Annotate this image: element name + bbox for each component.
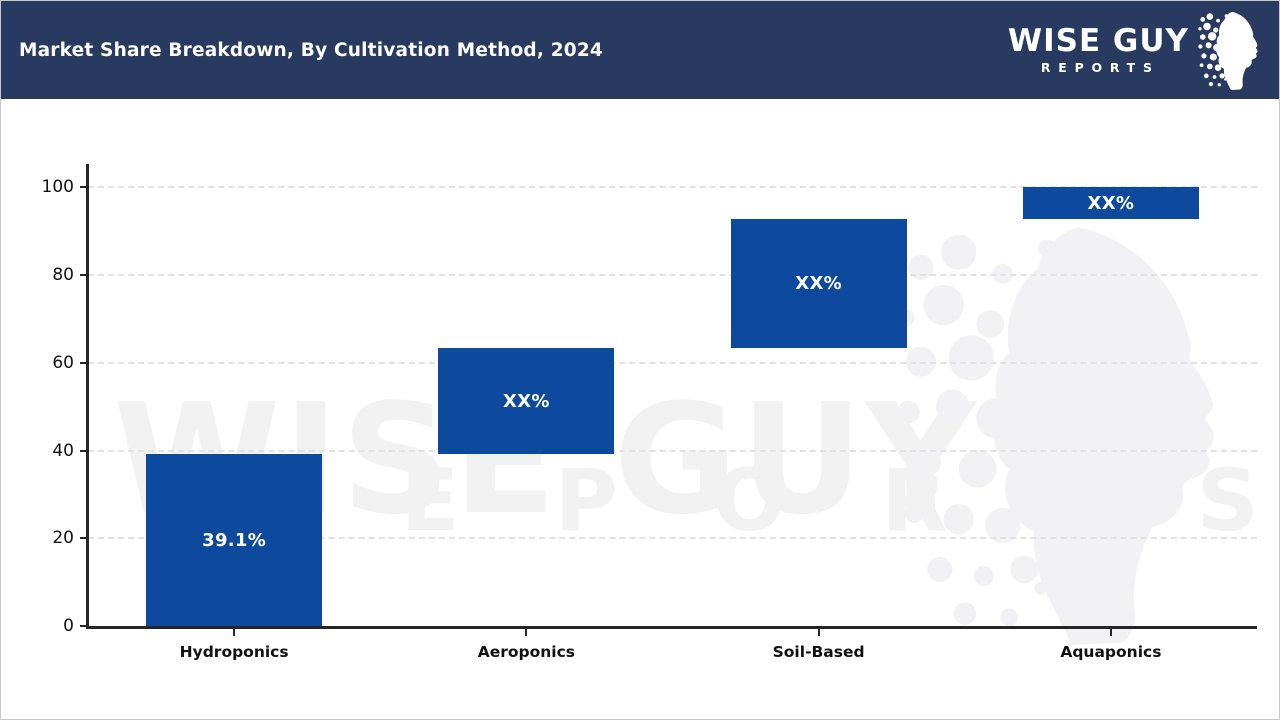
y-tick-mark-0: [80, 625, 88, 627]
logo-face-icon: [1195, 10, 1267, 90]
x-tick-mark-hydroponics: [233, 629, 236, 636]
x-category-label-aeroponics: Aeroponics: [477, 643, 576, 661]
gridline-y100: [88, 186, 1257, 189]
y-tick-mark-80: [80, 274, 88, 277]
y-tick-label-0: 0: [63, 616, 74, 636]
x-category-label-aquaponics: Aquaponics: [1060, 643, 1162, 661]
y-tick-label-80: 80: [52, 265, 74, 286]
logo-subtext: REPORTS: [1040, 59, 1160, 75]
gridline-y40: [88, 449, 1257, 452]
y-tick-label-60: 60: [52, 352, 74, 373]
y-tick-mark-100: [80, 186, 88, 189]
watermark-face-icon: [879, 217, 1265, 645]
gridline-y20: [88, 537, 1257, 540]
bar-value-label-soil-based: XX%: [795, 273, 842, 295]
chart-plot-area: WISE GUY R E P O R T S 0 20 40 60 80 100 39.1%…: [1, 99, 1279, 719]
bar-value-label-aeroponics: XX%: [503, 390, 550, 412]
y-axis-line: [86, 164, 89, 629]
y-tick-mark-60: [80, 361, 88, 364]
y-tick-mark-40: [80, 449, 88, 452]
y-tick-label-20: 20: [52, 528, 74, 549]
y-tick-label-100: 100: [41, 177, 74, 198]
bar-hydroponics: 39.1%: [146, 454, 323, 626]
gridline-y60: [88, 361, 1257, 364]
bar-value-label-aquaponics: XX%: [1087, 192, 1135, 214]
wise-guy-reports-logo: WISE GUY REPORTS: [1008, 10, 1267, 90]
bar-value-label-hydroponics: 39.1%: [202, 529, 267, 551]
x-axis-line: [86, 626, 1257, 629]
x-category-label-soil-based: Soil-Based: [772, 643, 865, 661]
bar-soil-based: XX%: [730, 218, 907, 349]
gridline-y80: [88, 274, 1257, 277]
bar-aquaponics: XX%: [1022, 187, 1199, 219]
x-tick-mark-aquaponics: [1109, 629, 1112, 636]
x-tick-mark-aeroponics: [525, 629, 528, 636]
header-band: Market Share Breakdown, By Cultivation M…: [1, 1, 1279, 99]
y-tick-mark-20: [80, 537, 88, 540]
logo-wordmark: WISE GUY REPORTS: [1007, 22, 1189, 75]
chart-title: Market Share Breakdown, By Cultivation M…: [19, 39, 603, 61]
logo-brand-text: WISE GUY: [1007, 22, 1189, 59]
x-tick-mark-soil-based: [817, 629, 820, 636]
x-category-label-hydroponics: Hydroponics: [179, 643, 289, 661]
bar-aeroponics: XX%: [438, 348, 615, 455]
y-tick-label-40: 40: [52, 440, 74, 461]
